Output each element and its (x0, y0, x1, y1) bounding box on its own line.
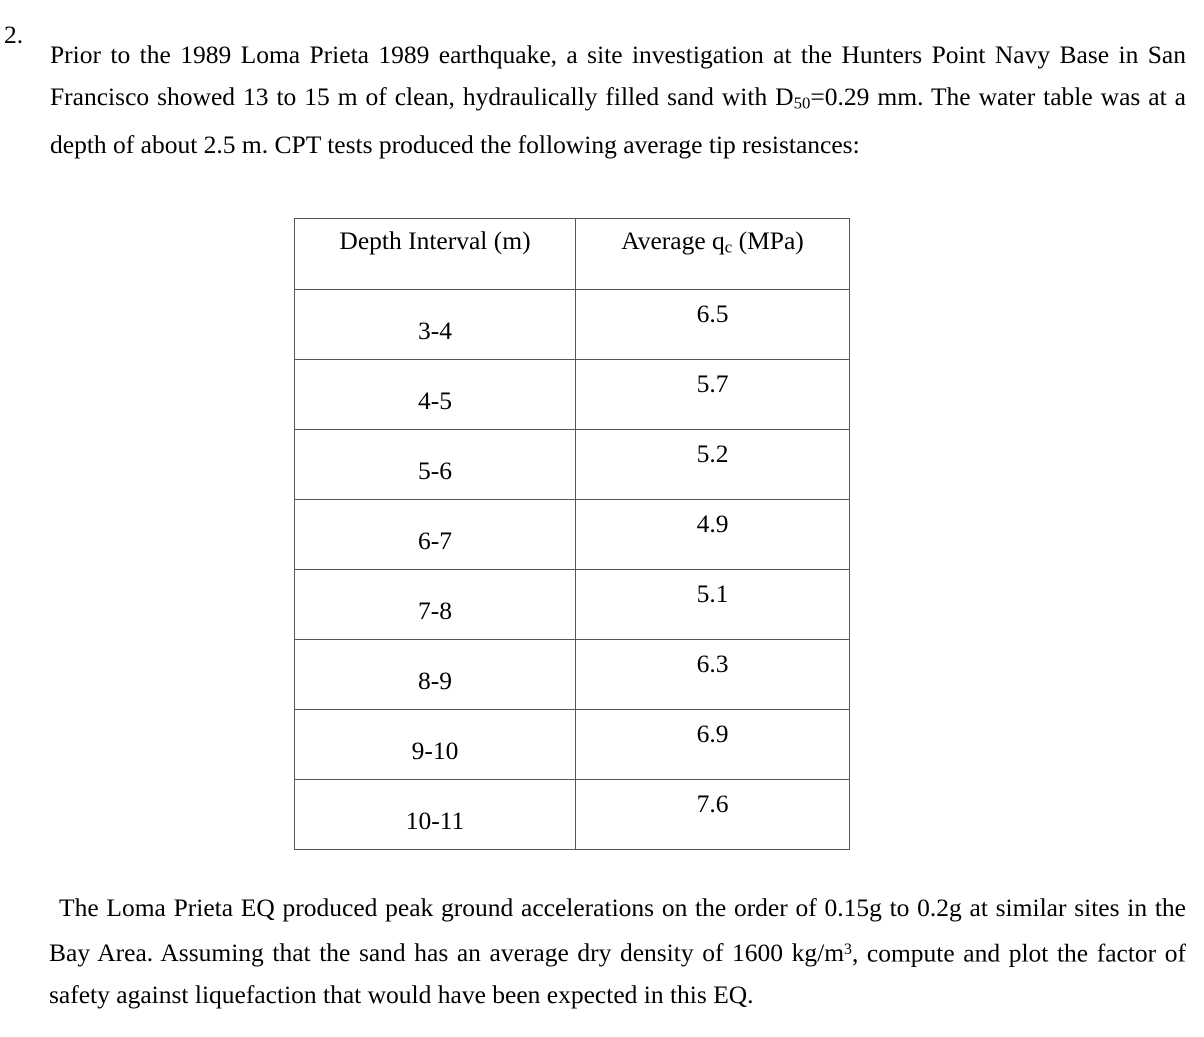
cell-depth-interval-value: 9-10 (411, 736, 459, 765)
cell-depth-interval: 10-11 (294, 779, 576, 850)
table-row: 3-4 6.5 (294, 289, 850, 360)
cell-depth-interval: 4-5 (294, 359, 576, 430)
column-header-average-qc-label: Average qc (MPa) (576, 219, 849, 258)
cell-average-qc: 5.7 (575, 359, 850, 430)
cell-average-qc: 6.3 (575, 639, 850, 710)
cell-depth-interval-value: 3-4 (418, 316, 452, 345)
cell-depth-interval: 7-8 (294, 569, 576, 640)
closing-text-before-superscript: The Loma Prieta EQ produced peak ground … (49, 892, 1186, 968)
cell-depth-interval-value: 8-9 (418, 666, 452, 695)
intro-text-before-d50: Prior to the 1989 Loma Prieta 1989 earth… (50, 39, 1186, 111)
cell-average-qc: 6.9 (575, 709, 850, 780)
column-header-depth-interval-label: Depth Interval (m) (339, 226, 531, 255)
cell-depth-interval: 9-10 (294, 709, 576, 780)
cell-average-qc-value: 6.3 (696, 649, 729, 678)
cell-average-qc-value: 5.7 (696, 369, 729, 398)
qc-header-prefix: Average q (621, 226, 725, 255)
problem-number: 2. (4, 20, 24, 49)
column-header-depth-interval: Depth Interval (m) (294, 218, 576, 290)
cell-depth-interval-value: 7-8 (418, 596, 452, 625)
cell-average-qc-value: 5.1 (696, 579, 729, 608)
cell-average-qc: 6.5 (575, 289, 850, 360)
table-row: 5-6 5.2 (294, 429, 850, 500)
cpt-table-container: Depth Interval (m) Average qc (MPa) 3-4 6… (294, 218, 850, 850)
table-row: 4-5 5.7 (294, 359, 850, 430)
closing-paragraph: The Loma Prieta EQ produced peak ground … (49, 887, 1186, 1017)
cell-depth-interval-value: 5-6 (418, 456, 452, 485)
cell-average-qc: 7.6 (575, 779, 850, 850)
cell-average-qc-value: 5.2 (696, 439, 729, 468)
cell-average-qc: 5.2 (575, 429, 850, 500)
cell-depth-interval-value: 6-7 (418, 526, 452, 555)
table-row: 9-10 6.9 (294, 709, 850, 780)
table-row: 8-9 6.3 (294, 639, 850, 710)
problem-item: 2. Prior to the 1989 Loma Prieta 1989 ea… (0, 8, 1190, 192)
cell-average-qc-value: 7.6 (696, 789, 729, 818)
problem-intro-paragraph: Prior to the 1989 Loma Prieta 1989 earth… (50, 34, 1186, 167)
closing-text-after-superscript: , compute and plot the factor of safety … (49, 938, 1186, 1010)
qc-header-suffix: (MPa) (732, 226, 804, 255)
cell-depth-interval: 3-4 (294, 289, 576, 360)
cell-average-qc-value: 6.5 (696, 299, 729, 328)
column-header-average-qc: Average qc (MPa) (575, 218, 850, 290)
intro-text-after-d50: =0.29 mm. The water table was at a depth… (50, 81, 1186, 160)
table-row: 6-7 4.9 (294, 499, 850, 570)
qc-header-subscript: c (724, 237, 733, 257)
cell-depth-interval: 8-9 (294, 639, 576, 710)
cell-average-qc-value: 6.9 (696, 719, 729, 748)
cell-depth-interval-value: 4-5 (418, 386, 452, 415)
table-body: 3-4 6.5 4-5 5.7 5-6 5.2 6-7 4.9 7-8 5.1 8-9 6.3 9-10… (294, 289, 850, 850)
cell-depth-interval: 5-6 (294, 429, 576, 500)
cell-average-qc: 4.9 (575, 499, 850, 570)
cubic-meter-superscript: 3 (844, 940, 852, 958)
cell-average-qc-value: 4.9 (696, 509, 729, 538)
d50-subscript: 50 (793, 93, 811, 113)
cell-depth-interval: 6-7 (294, 499, 576, 570)
table-row: 10-11 7.6 (294, 779, 850, 850)
table-row: 7-8 5.1 (294, 569, 850, 640)
cell-depth-interval-value: 10-11 (405, 806, 465, 835)
cpt-resistance-table: Depth Interval (m) Average qc (MPa) 3-4 6… (294, 218, 850, 850)
table-header-row: Depth Interval (m) Average qc (MPa) (294, 218, 850, 290)
table-header: Depth Interval (m) Average qc (MPa) (294, 218, 850, 290)
cell-average-qc: 5.1 (575, 569, 850, 640)
